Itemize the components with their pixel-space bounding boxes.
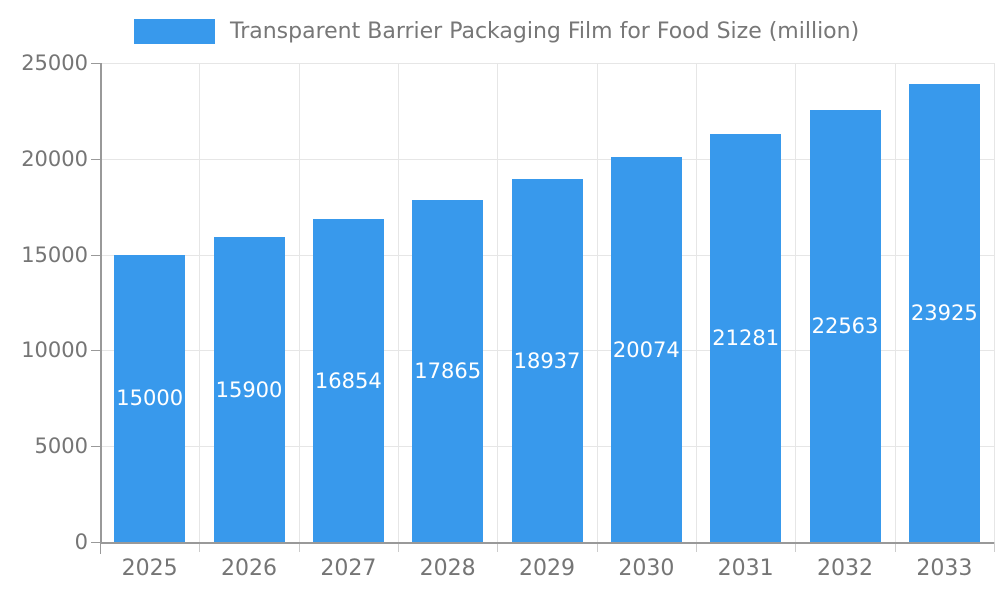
legend-swatch-icon [134, 19, 215, 44]
y-axis-tick-label: 20000 [21, 146, 88, 171]
v-gridline [199, 63, 201, 542]
y-axis-line [100, 63, 102, 542]
bar-2031[interactable]: 21281 [710, 134, 782, 542]
x-axis-line [100, 542, 994, 544]
x-axis-tick [199, 542, 201, 552]
legend-label: Transparent Barrier Packaging Film for F… [230, 19, 860, 44]
y-axis-tick [91, 446, 100, 448]
v-gridline [398, 63, 399, 542]
bar-2028[interactable]: 17865 [412, 199, 484, 542]
bar-value-label: 17865 [414, 358, 482, 383]
y-axis-tick [91, 158, 100, 160]
bar-2026[interactable]: 15900 [213, 237, 285, 542]
bar-value-label: 22563 [811, 313, 879, 338]
v-gridline [298, 63, 300, 542]
h-gridline [100, 158, 994, 160]
y-axis-tick [91, 63, 100, 64]
x-axis-tick-label: 2028 [419, 556, 476, 581]
legend[interactable]: Transparent Barrier Packaging Film for F… [134, 19, 859, 44]
x-axis-labels: 2025 2026 2027 2028 2029 2030 2031 2032 2033 [100, 556, 994, 586]
x-axis-tick [894, 542, 896, 552]
v-gridline [696, 63, 697, 542]
x-axis-tick-label: 2025 [121, 556, 178, 581]
h-gridline [100, 63, 994, 64]
plot-area: 15000 15900 16854 17865 18937 20074 21281 22563… [100, 63, 995, 542]
v-gridline [497, 63, 499, 542]
x-axis-tick-label: 2026 [221, 556, 277, 581]
y-axis-tick [91, 542, 100, 543]
x-axis-tick [398, 542, 399, 552]
x-axis-tick-label: 2032 [817, 556, 873, 581]
y-axis-tick-label: 10000 [21, 338, 88, 363]
bar-value-label: 23925 [910, 300, 978, 325]
bar-value-label: 18937 [513, 348, 581, 373]
x-axis-tick [596, 542, 598, 552]
x-axis-tick [795, 542, 797, 552]
x-axis-tick [298, 542, 300, 552]
y-axis-labels: 0 5000 10000 15000 20000 25000 [0, 51, 88, 554]
v-gridline [894, 63, 896, 542]
bar-2030[interactable]: 20074 [610, 157, 682, 542]
v-gridline [596, 63, 598, 542]
bar-2032[interactable]: 22563 [809, 109, 881, 542]
bar-value-label: 21281 [712, 326, 780, 351]
v-gridline [795, 63, 797, 542]
bar-2033[interactable]: 23925 [908, 83, 980, 542]
bar-value-label: 15900 [215, 377, 283, 402]
x-axis-tick-label: 2029 [519, 556, 575, 581]
y-axis-tick [91, 254, 100, 256]
x-axis-tick [994, 542, 995, 552]
x-axis-tick [696, 542, 697, 552]
y-axis-tick-label: 25000 [21, 51, 88, 75]
x-axis-tick-label: 2030 [618, 556, 675, 581]
x-axis-tick [100, 542, 101, 554]
x-axis-tick [497, 542, 499, 552]
bar-2027[interactable]: 16854 [312, 219, 384, 542]
bar-2029[interactable]: 18937 [511, 179, 583, 542]
bar-value-label: 16854 [314, 368, 382, 393]
y-axis-tick-label: 5000 [34, 434, 88, 459]
bar-value-label: 20074 [612, 337, 680, 362]
x-axis-tick-label: 2031 [717, 556, 774, 581]
v-gridline [994, 63, 995, 542]
y-axis-tick [91, 350, 100, 352]
bar-2025[interactable]: 15000 [114, 254, 186, 542]
bar-value-label: 15000 [116, 386, 184, 411]
y-axis-tick-label: 0 [74, 530, 88, 554]
x-axis-tick-label: 2027 [320, 556, 377, 581]
x-axis-tick-label: 2033 [916, 556, 973, 581]
y-axis-tick-label: 15000 [21, 242, 88, 267]
